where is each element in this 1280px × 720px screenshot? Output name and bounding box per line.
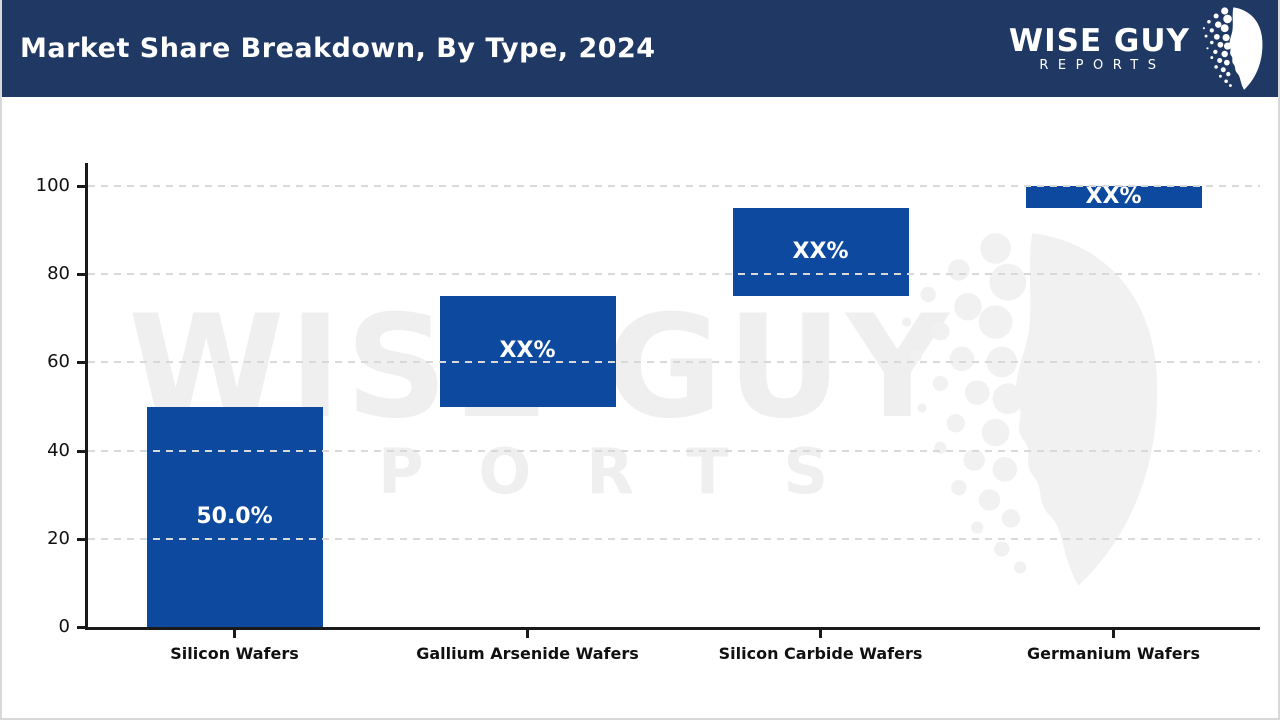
header: Market Share Breakdown, By Type, 2024 WI… xyxy=(0,0,1280,97)
x-axis-tick xyxy=(526,630,529,638)
wiseguy-face-icon xyxy=(1202,6,1263,90)
x-axis-tick xyxy=(819,630,822,638)
y-axis-tick-label: 100 xyxy=(35,175,70,196)
y-axis-tick-label: 40 xyxy=(47,439,70,461)
bar-value-label-1: XX% xyxy=(499,338,556,364)
y-axis-tick xyxy=(77,185,85,188)
x-axis-category-label-0: Silicon Wafers xyxy=(170,644,299,663)
y-axis-tick-label: 0 xyxy=(58,616,70,637)
y-axis-tick-label: 80 xyxy=(47,263,70,285)
bar-3 xyxy=(1025,186,1202,209)
x-axis-category-label-1: Gallium Arsenide Wafers xyxy=(416,644,639,663)
gridline-80 xyxy=(88,273,1260,276)
y-axis-tick xyxy=(77,449,85,453)
y-axis xyxy=(85,163,88,630)
brand-subname: REPORTS xyxy=(1039,58,1166,73)
bar-0 xyxy=(146,406,323,627)
wiseguy-logo: WISE GUY REPORTS xyxy=(1009,6,1266,92)
page-title: Market Share Breakdown, By Type, 2024 xyxy=(20,33,656,64)
bar-value-label-3: XX% xyxy=(1085,184,1142,210)
bar-2 xyxy=(732,208,909,297)
y-axis-tick-label: 20 xyxy=(47,527,70,549)
gridline-20 xyxy=(88,537,1260,540)
bar-chart: 0 20 40 60 80 100 50.0% Silicon Wafers XX% Galliu… xyxy=(0,97,1280,720)
x-axis-tick xyxy=(233,630,236,638)
y-axis-tick xyxy=(77,626,85,629)
brand-name: WISE GUY xyxy=(1008,23,1190,59)
gridline-100 xyxy=(88,185,1260,187)
bar-value-label-0: 50.0% xyxy=(196,503,273,529)
x-axis-tick xyxy=(1112,630,1115,638)
x-axis-category-label-2: Silicon Carbide Wafers xyxy=(718,644,923,663)
y-axis-tick xyxy=(77,537,85,541)
x-axis-category-label-3: Germanium Wafers xyxy=(1027,644,1200,663)
gridline-40 xyxy=(88,449,1260,452)
y-axis-tick-label: 60 xyxy=(47,351,70,373)
bar-value-label-2: XX% xyxy=(792,239,849,265)
gridline-60 xyxy=(88,361,1260,364)
bar-1 xyxy=(439,296,616,407)
y-axis-tick xyxy=(77,273,85,277)
y-axis-tick xyxy=(77,361,85,365)
wiseguy-logo-text: WISE GUY REPORTS xyxy=(1009,24,1190,73)
x-axis xyxy=(85,627,1260,630)
chart-area: WISE GUY REPORTS 0 20 40 60 80 100 50.0% Silico… xyxy=(0,97,1280,720)
